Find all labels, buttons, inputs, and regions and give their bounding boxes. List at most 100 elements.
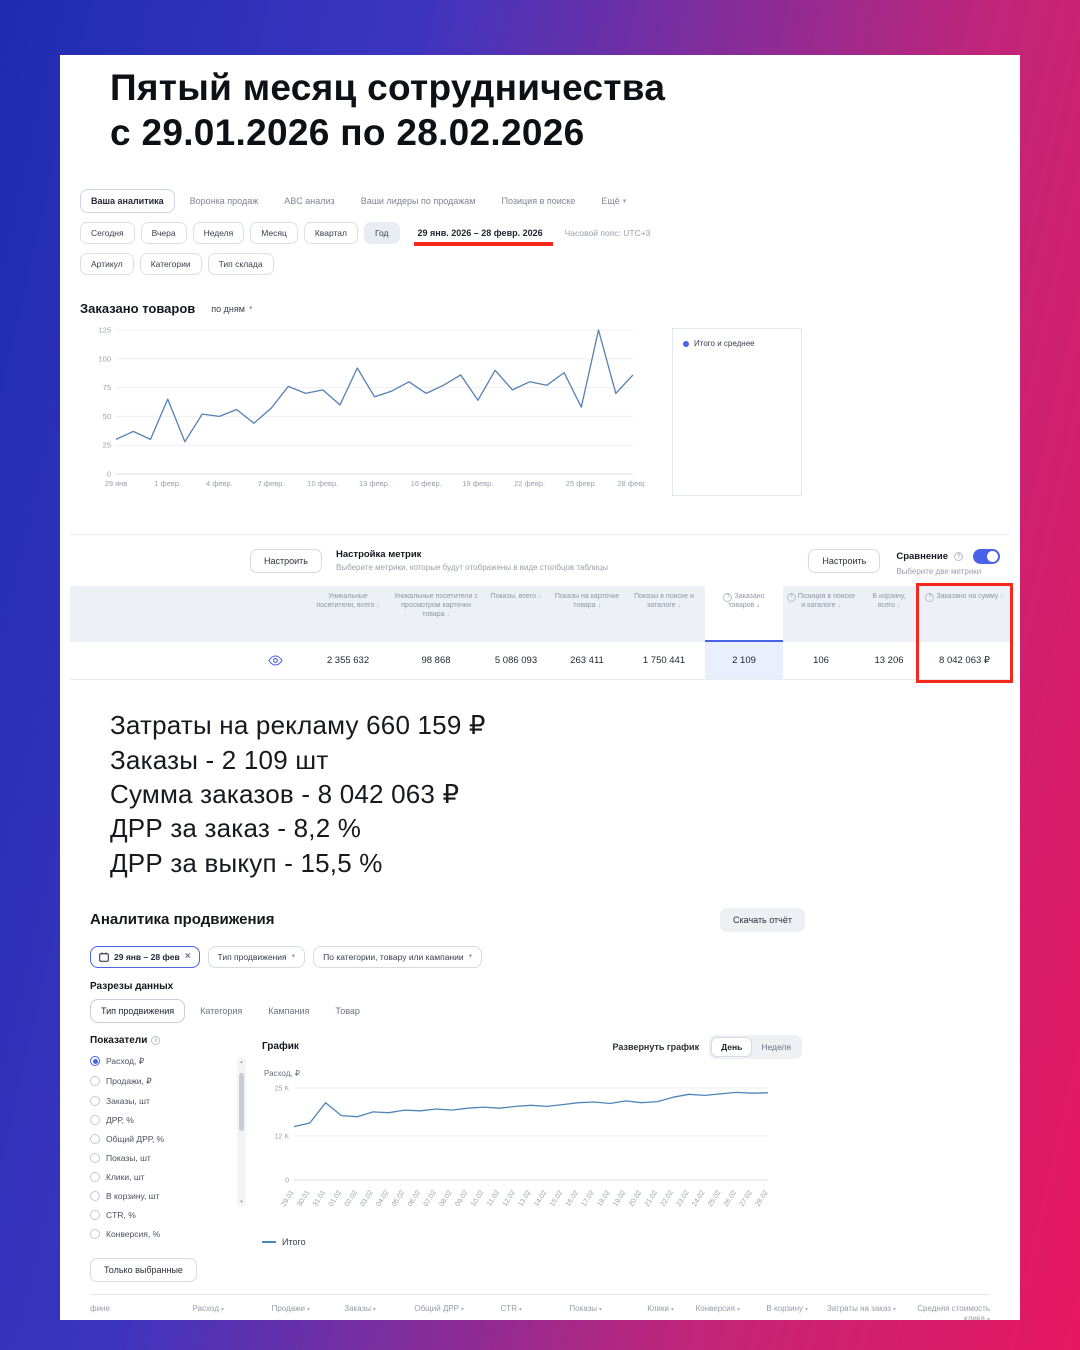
tab-sales-funnel[interactable]: Воронка продаж: [179, 189, 270, 213]
column-header[interactable]: Расход: [193, 1295, 224, 1320]
cell-value: 599,60: [867, 1319, 896, 1320]
indicators-panel: Показатели i Расход, ₽ Продажи, ₽ Заказы…: [90, 1035, 248, 1248]
spend-chart-panel: График Развернуть график День Неделя Рас…: [262, 1034, 802, 1248]
legend-label: Итого и среднее: [694, 339, 755, 349]
svg-text:06.02: 06.02: [407, 1189, 422, 1208]
configure-metrics-button[interactable]: Настроить: [250, 549, 322, 574]
day-toggle-button[interactable]: День: [711, 1036, 753, 1057]
svg-text:15.02: 15.02: [549, 1189, 564, 1208]
svg-text:30.01: 30.01: [296, 1189, 311, 1208]
column-header[interactable]: Продажи: [272, 1295, 310, 1320]
y-axis-label: Расход, ₽: [264, 1068, 300, 1078]
slice-tab-product[interactable]: Товар: [335, 1005, 360, 1016]
tab-label: ABC анализ: [284, 196, 335, 207]
indicator-add-to-cart[interactable]: В корзину, шт: [90, 1190, 232, 1201]
tab-your-analytics[interactable]: Ваша аналитика: [80, 189, 175, 214]
column-header[interactable]: Общий ДРР: [414, 1295, 464, 1320]
column-header[interactable]: Позиция в поиске и каталоге: [783, 586, 859, 643]
legend-item[interactable]: Итого и среднее: [683, 339, 791, 348]
column-header[interactable]: Заказано товаров: [705, 586, 783, 643]
category-product-campaign-dropdown[interactable]: По категории, товару или кампании ▾: [313, 945, 483, 968]
scrollbar[interactable]: ▴ ▾: [237, 1056, 246, 1207]
filter-warehouse-type-button[interactable]: Тип склада: [207, 253, 274, 276]
indicator-ctr[interactable]: CTR, %: [90, 1209, 232, 1220]
column-header[interactable]: CTR: [501, 1295, 522, 1320]
date-filter-text: 29 янв – 28 фев: [114, 951, 180, 962]
slice-tab-category[interactable]: Категория: [200, 1005, 243, 1016]
expand-chart-button[interactable]: Развернуть график: [612, 1041, 700, 1052]
radio-icon: [90, 1171, 100, 1182]
column-header[interactable]: Уникальные посетители, всего: [305, 586, 391, 643]
t2-col-impressions: Показы 4 210 047: [522, 1295, 602, 1320]
svg-text:17.02: 17.02: [581, 1189, 596, 1208]
indicator-conversion[interactable]: Конверсия, %: [90, 1228, 232, 1239]
column-header[interactable]: В корзину, всего: [859, 586, 919, 643]
tab-sales-leaders[interactable]: Ваши лидеры по продажам: [350, 189, 487, 213]
promo-body: Показатели i Расход, ₽ Продажи, ₽ Заказы…: [90, 1034, 990, 1248]
week-toggle-button[interactable]: Неделя: [761, 1041, 791, 1052]
column-header[interactable]: Заказы: [344, 1295, 376, 1320]
period-week-button[interactable]: Неделя: [192, 222, 245, 245]
comparison-toggle[interactable]: [973, 549, 1000, 565]
collapse-row-icon[interactable]: —: [90, 1319, 101, 1320]
orders-chart-header: Заказано товаров по дням ▾: [80, 301, 1010, 316]
dropdown-value: Тип продвижения: [217, 951, 287, 962]
column-header[interactable]: Клики: [647, 1295, 674, 1320]
promo-title: Аналитика продвижения: [90, 911, 275, 929]
radio-icon: [90, 1095, 100, 1106]
column-header[interactable]: Заказано на сумму: [919, 586, 1010, 643]
only-selected-button[interactable]: Только выбранные: [90, 1257, 197, 1282]
tab-search-position[interactable]: Позиция в поиске: [491, 189, 587, 213]
column-header[interactable]: Конверсия: [696, 1295, 740, 1320]
scroll-up-icon[interactable]: ▴: [240, 1058, 243, 1065]
period-yesterday-button[interactable]: Вчера: [140, 222, 187, 245]
filter-article-button[interactable]: Артикул: [80, 253, 134, 276]
scroll-down-icon[interactable]: ▾: [240, 1198, 243, 1205]
indicator-sales[interactable]: Продажи, ₽: [90, 1076, 232, 1087]
download-report-button[interactable]: Скачать отчёт: [720, 907, 805, 932]
period-today-button[interactable]: Сегодня: [80, 222, 135, 245]
column-header[interactable]: Уникальные посетители с просмотром карто…: [391, 586, 481, 643]
spend-chart-legend: Итого: [262, 1237, 802, 1247]
indicator-total-drr[interactable]: Общий ДРР, %: [90, 1133, 232, 1144]
slice-tab-campaign[interactable]: Кампания: [268, 1005, 310, 1016]
period-year-button[interactable]: Год: [363, 222, 400, 245]
period-quarter-button[interactable]: Квартал: [303, 222, 358, 245]
chart-granularity-select[interactable]: по дням ▾: [211, 304, 252, 314]
column-header[interactable]: Показы: [569, 1295, 602, 1320]
indicator-orders[interactable]: Заказы, шт: [90, 1095, 232, 1106]
t1-col-unique-visitors-card: Уникальные посетители с просмотром карто…: [391, 586, 481, 681]
promo-header: Аналитика продвижения Скачать отчёт: [90, 907, 805, 932]
indicator-drr[interactable]: ДРР, %: [90, 1114, 232, 1125]
cell-value: 5 086 093: [481, 642, 551, 681]
indicator-clicks[interactable]: Клики, шт: [90, 1171, 232, 1182]
indicator-spend[interactable]: Расход, ₽: [90, 1056, 232, 1067]
column-header[interactable]: Показы на карточке товара: [551, 586, 623, 643]
promo-type-dropdown[interactable]: Тип продвижения ▾: [207, 945, 306, 968]
t1-col-impressions-card: Показы на карточке товара 263 411: [551, 586, 623, 681]
tab-abc-analysis[interactable]: ABC анализ: [273, 189, 345, 213]
chevron-down-icon: ▾: [468, 953, 473, 961]
close-icon[interactable]: ×: [184, 950, 191, 962]
date-filter-chip[interactable]: 29 янв – 28 фев ×: [90, 945, 200, 968]
column-header[interactable]: Средняя стоимость клика: [900, 1295, 990, 1320]
column-header[interactable]: Показы в поиске и каталоге: [623, 586, 705, 643]
radio-icon: [90, 1114, 100, 1125]
svg-text:27.02: 27.02: [739, 1189, 754, 1208]
cell-value: 6,8%: [718, 1319, 740, 1320]
svg-text:11.02: 11.02: [486, 1189, 501, 1207]
period-month-button[interactable]: Месяц: [250, 222, 298, 245]
filter-categories-button[interactable]: Категории: [139, 253, 202, 276]
slice-tab-promo-type[interactable]: Тип продвижения: [90, 998, 186, 1023]
table-row-visibility-cell: [70, 642, 305, 681]
configure-comparison-button[interactable]: Настроить: [808, 549, 881, 574]
date-range-picker[interactable]: 29 янв. 2026 – 28 февр. 2026: [413, 228, 553, 247]
column-header[interactable]: В корзину: [766, 1295, 808, 1320]
tab-more[interactable]: Ещё ▾: [590, 189, 637, 213]
svg-text:25: 25: [103, 441, 111, 450]
eye-icon[interactable]: [268, 655, 283, 666]
indicator-impressions[interactable]: Показы, шт: [90, 1152, 232, 1163]
column-header[interactable]: Показы, всего: [481, 586, 551, 643]
column-header[interactable]: Затраты на заказ: [827, 1295, 896, 1320]
legend-label: Итого: [282, 1236, 306, 1247]
